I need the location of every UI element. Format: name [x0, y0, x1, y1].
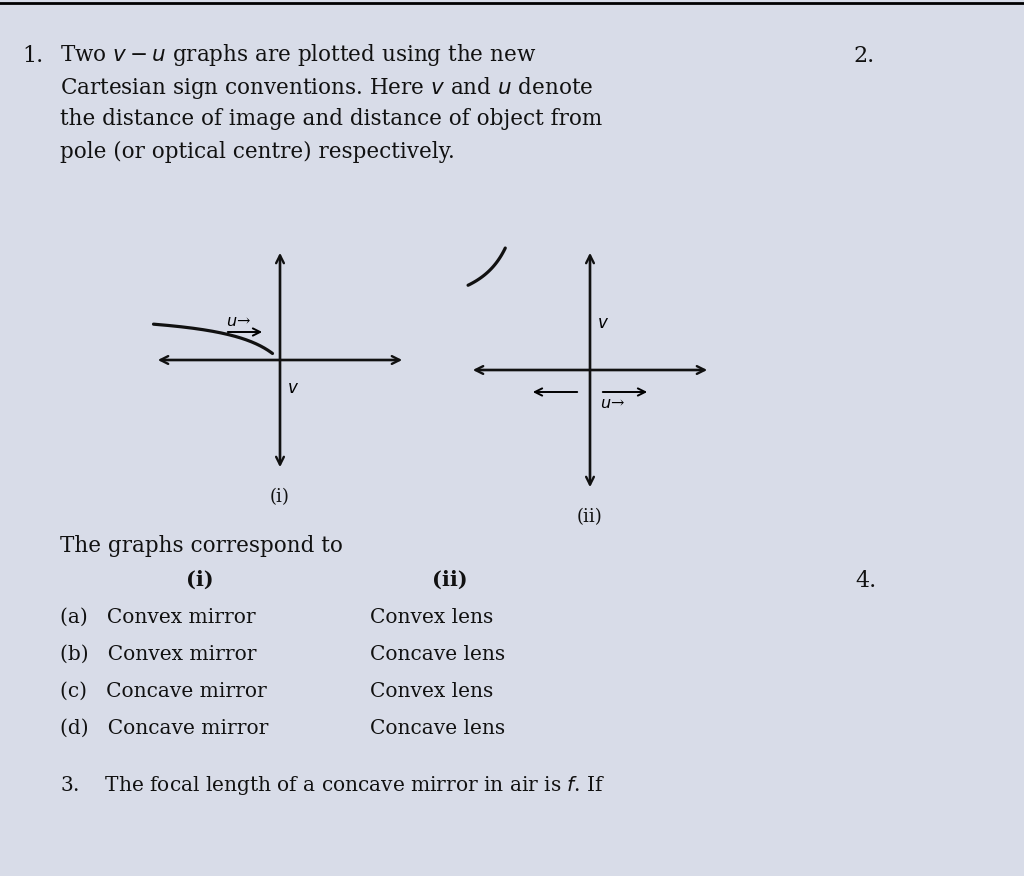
Text: (i): (i)	[270, 488, 290, 506]
Text: The graphs correspond to: The graphs correspond to	[60, 535, 343, 557]
Text: 1.: 1.	[22, 45, 43, 67]
Text: 2.: 2.	[853, 45, 874, 67]
Text: Cartesian sign conventions. Here $v$ and $u$ denote: Cartesian sign conventions. Here $v$ and…	[60, 75, 593, 101]
Text: (a)   Convex mirror: (a) Convex mirror	[60, 608, 256, 627]
Text: Concave lens: Concave lens	[370, 719, 505, 738]
Text: Two $v - u$ graphs are plotted using the new: Two $v - u$ graphs are plotted using the…	[60, 42, 537, 68]
Text: (ii): (ii)	[578, 508, 603, 526]
Text: pole (or optical centre) respectively.: pole (or optical centre) respectively.	[60, 141, 455, 163]
Text: (i): (i)	[186, 570, 214, 590]
Text: (c)   Concave mirror: (c) Concave mirror	[60, 682, 266, 701]
Text: Concave lens: Concave lens	[370, 645, 505, 664]
Text: (d)   Concave mirror: (d) Concave mirror	[60, 719, 268, 738]
Text: $u$→: $u$→	[600, 395, 625, 412]
Text: (b)   Convex mirror: (b) Convex mirror	[60, 645, 256, 664]
Text: $u$→: $u$→	[226, 313, 251, 330]
Text: $v$: $v$	[287, 380, 299, 397]
Text: 3.    The focal length of a concave mirror in air is $f$. If: 3. The focal length of a concave mirror …	[60, 774, 605, 797]
Text: $v$: $v$	[597, 315, 609, 332]
Text: (ii): (ii)	[432, 570, 468, 590]
Text: Convex lens: Convex lens	[370, 608, 494, 627]
Text: 4.: 4.	[855, 570, 877, 592]
Text: the distance of image and distance of object from: the distance of image and distance of ob…	[60, 108, 602, 130]
Text: Convex lens: Convex lens	[370, 682, 494, 701]
